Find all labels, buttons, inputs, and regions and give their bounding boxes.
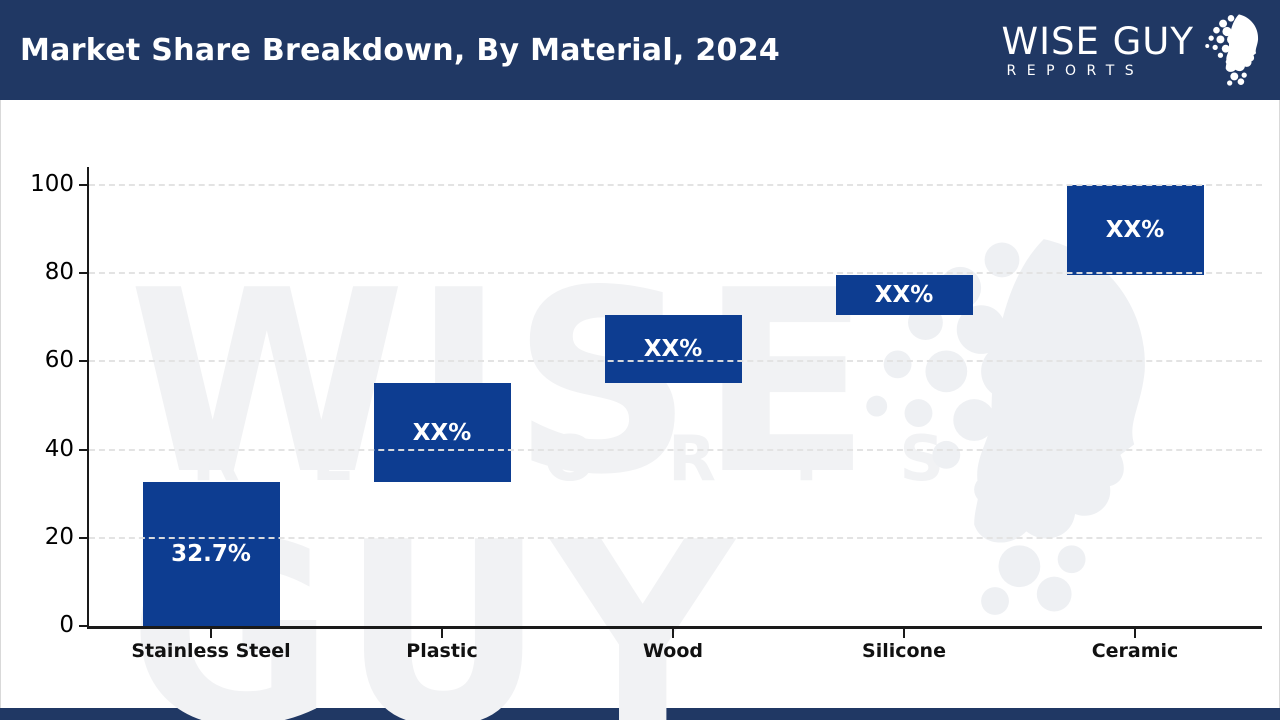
wise-guy-reports-logo: WISE GUY REPORTS xyxy=(1002,9,1264,91)
footer-bar xyxy=(0,708,1280,720)
x-axis-label-plastic: Plastic xyxy=(406,640,478,662)
bar-value-label-plastic: XX% xyxy=(412,419,472,446)
bar-wood xyxy=(604,314,742,384)
bar-value-label-wood: XX% xyxy=(643,336,703,363)
x-tick-silicone xyxy=(903,629,905,638)
logo-wordmark: WISE GUY xyxy=(1001,19,1194,63)
y-tick-40 xyxy=(79,448,87,451)
gridline-100 xyxy=(89,184,1262,186)
y-tick-label-40: 40 xyxy=(44,435,74,462)
y-tick-label-60: 60 xyxy=(44,347,74,374)
gridline-20 xyxy=(89,536,1262,539)
gridline-80 xyxy=(89,272,1262,275)
x-axis-label-wood: Wood xyxy=(643,640,703,662)
y-axis-spine xyxy=(87,167,89,628)
gridline-60 xyxy=(89,360,1262,363)
header-bar: Market Share Breakdown, By Material, 202… xyxy=(0,0,1280,100)
x-axis-label-silicone: Silicone xyxy=(862,640,946,662)
y-tick-100 xyxy=(79,184,87,186)
y-tick-label-0: 0 xyxy=(59,612,74,638)
bar-value-label-silicone: XX% xyxy=(874,281,934,308)
y-tick-80 xyxy=(79,272,87,275)
y-tick-label-20: 20 xyxy=(44,523,74,550)
x-tick-stainless-steel xyxy=(210,629,212,638)
y-tick-20 xyxy=(79,536,87,539)
y-tick-label-80: 80 xyxy=(44,259,74,286)
x-axis-label-ceramic: Ceramic xyxy=(1091,640,1179,662)
page-title: Market Share Breakdown, By Material, 202… xyxy=(20,32,781,68)
x-tick-plastic xyxy=(441,629,443,638)
bar-value-label-stainless-steel: 32.7% xyxy=(171,540,251,567)
x-axis-label-stainless-steel: Stainless Steel xyxy=(131,640,291,662)
x-axis-spine xyxy=(87,626,1262,629)
bar-stainless-steel xyxy=(142,481,280,626)
y-tick-label-100: 100 xyxy=(30,171,74,197)
logo-subtitle: REPORTS xyxy=(1006,62,1145,79)
y-tick-0 xyxy=(79,625,87,627)
gridline-40 xyxy=(89,448,1262,451)
bar-value-label-ceramic: XX% xyxy=(1105,216,1165,243)
logo-text: WISE GUY REPORTS xyxy=(1002,23,1194,78)
x-tick-ceramic xyxy=(1134,629,1136,638)
x-tick-wood xyxy=(672,629,674,638)
bar-plastic xyxy=(373,383,511,482)
y-tick-60 xyxy=(79,360,87,363)
